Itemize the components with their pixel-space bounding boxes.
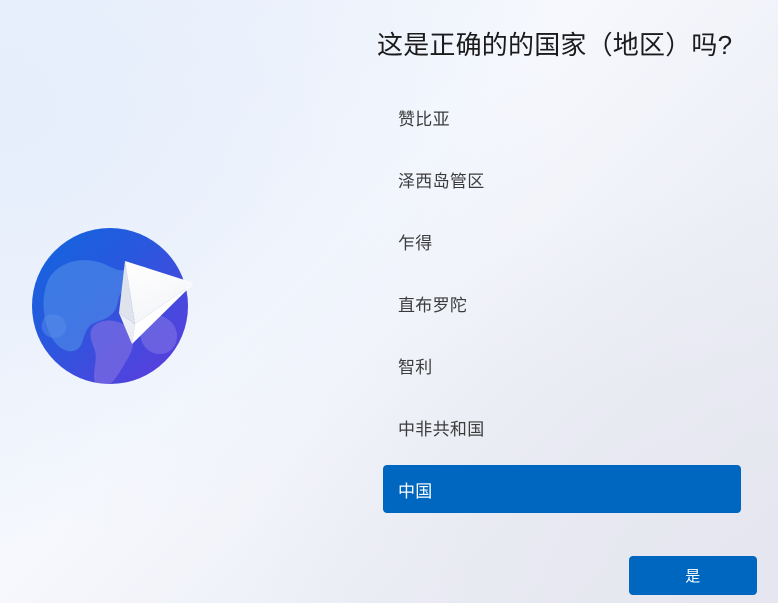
confirm-yes-button[interactable]: 是 <box>629 556 757 595</box>
content-pane: 这是正确的的国家（地区）吗? 赞比亚 泽西岛管区 乍得 直布罗陀 智利 中非共和… <box>377 0 758 603</box>
list-item[interactable]: 直布罗陀 <box>383 279 741 327</box>
list-item[interactable]: 赞比亚 <box>383 93 741 141</box>
list-item-selected[interactable]: 中国 <box>383 465 741 513</box>
list-item-label: 中非共和国 <box>398 419 485 439</box>
list-item-label: 中国 <box>398 481 433 501</box>
list-item-label: 赞比亚 <box>398 109 450 129</box>
page-title: 这是正确的的国家（地区）吗? <box>377 30 733 60</box>
list-item-label: 直布罗陀 <box>398 295 468 315</box>
list-item[interactable]: 中非共和国 <box>383 403 741 451</box>
list-item-label: 乍得 <box>398 233 433 253</box>
list-item[interactable]: 智利 <box>383 341 741 389</box>
list-item[interactable]: 泽西岛管区 <box>383 155 741 203</box>
list-item-label: 泽西岛管区 <box>398 171 485 191</box>
list-item-label: 智利 <box>398 357 433 377</box>
paper-plane-icon <box>119 261 194 344</box>
globe-with-paper-plane-illustration <box>24 220 200 396</box>
country-region-list[interactable]: 赞比亚 泽西岛管区 乍得 直布罗陀 智利 中非共和国 中国 <box>383 93 741 527</box>
list-item[interactable]: 乍得 <box>383 217 741 265</box>
